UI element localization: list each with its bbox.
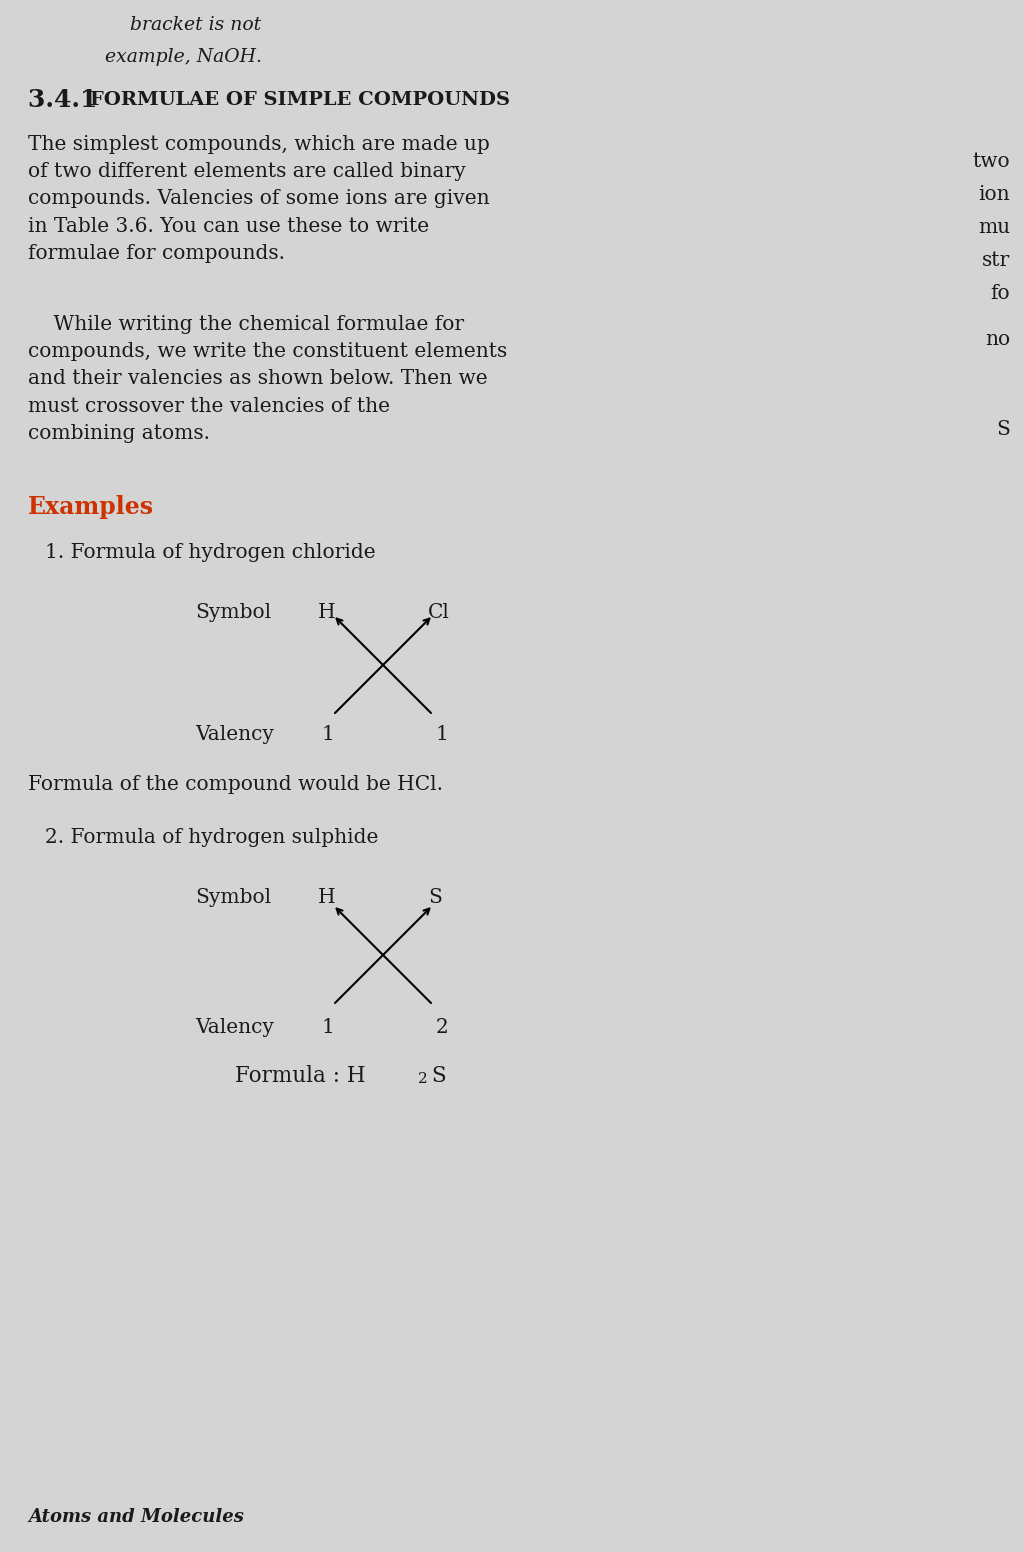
Text: H: H [318,888,336,906]
Text: Formula : H: Formula : H [234,1065,366,1086]
Text: Examples: Examples [28,495,155,518]
Text: 1: 1 [436,725,449,743]
Text: 2. Formula of hydrogen sulphide: 2. Formula of hydrogen sulphide [45,829,379,847]
Text: bracket is not: bracket is not [130,16,261,34]
Text: Symbol: Symbol [195,604,271,622]
Text: Cl: Cl [428,604,450,622]
Text: 1: 1 [322,1018,335,1037]
Text: 1. Formula of hydrogen chloride: 1. Formula of hydrogen chloride [45,543,376,562]
Text: Formula of the compound would be HCl.: Formula of the compound would be HCl. [28,774,443,795]
Text: The simplest compounds, which are made up
of two different elements are called b: The simplest compounds, which are made u… [28,135,489,262]
Text: H: H [318,604,336,622]
Text: Atoms and Molecules: Atoms and Molecules [28,1509,244,1526]
Text: 2: 2 [418,1072,428,1086]
Text: Valency: Valency [195,1018,273,1037]
Text: two: two [973,152,1010,171]
Text: ion: ion [978,185,1010,203]
Text: 2: 2 [436,1018,449,1037]
Text: S: S [996,421,1010,439]
Text: While writing the chemical formulae for
compounds, we write the constituent elem: While writing the chemical formulae for … [28,315,507,442]
Text: str: str [982,251,1010,270]
Text: no: no [985,331,1010,349]
Text: 3.4.1: 3.4.1 [28,88,106,112]
Text: mu: mu [978,217,1010,237]
Text: fo: fo [990,284,1010,303]
Text: Valency: Valency [195,725,273,743]
Text: S: S [428,888,442,906]
Text: example, NaOH.: example, NaOH. [105,48,262,67]
Text: 1: 1 [322,725,335,743]
Text: FORMULAE OF SIMPLE COMPOUNDS: FORMULAE OF SIMPLE COMPOUNDS [90,92,510,109]
Text: Symbol: Symbol [195,888,271,906]
Text: S: S [431,1065,445,1086]
